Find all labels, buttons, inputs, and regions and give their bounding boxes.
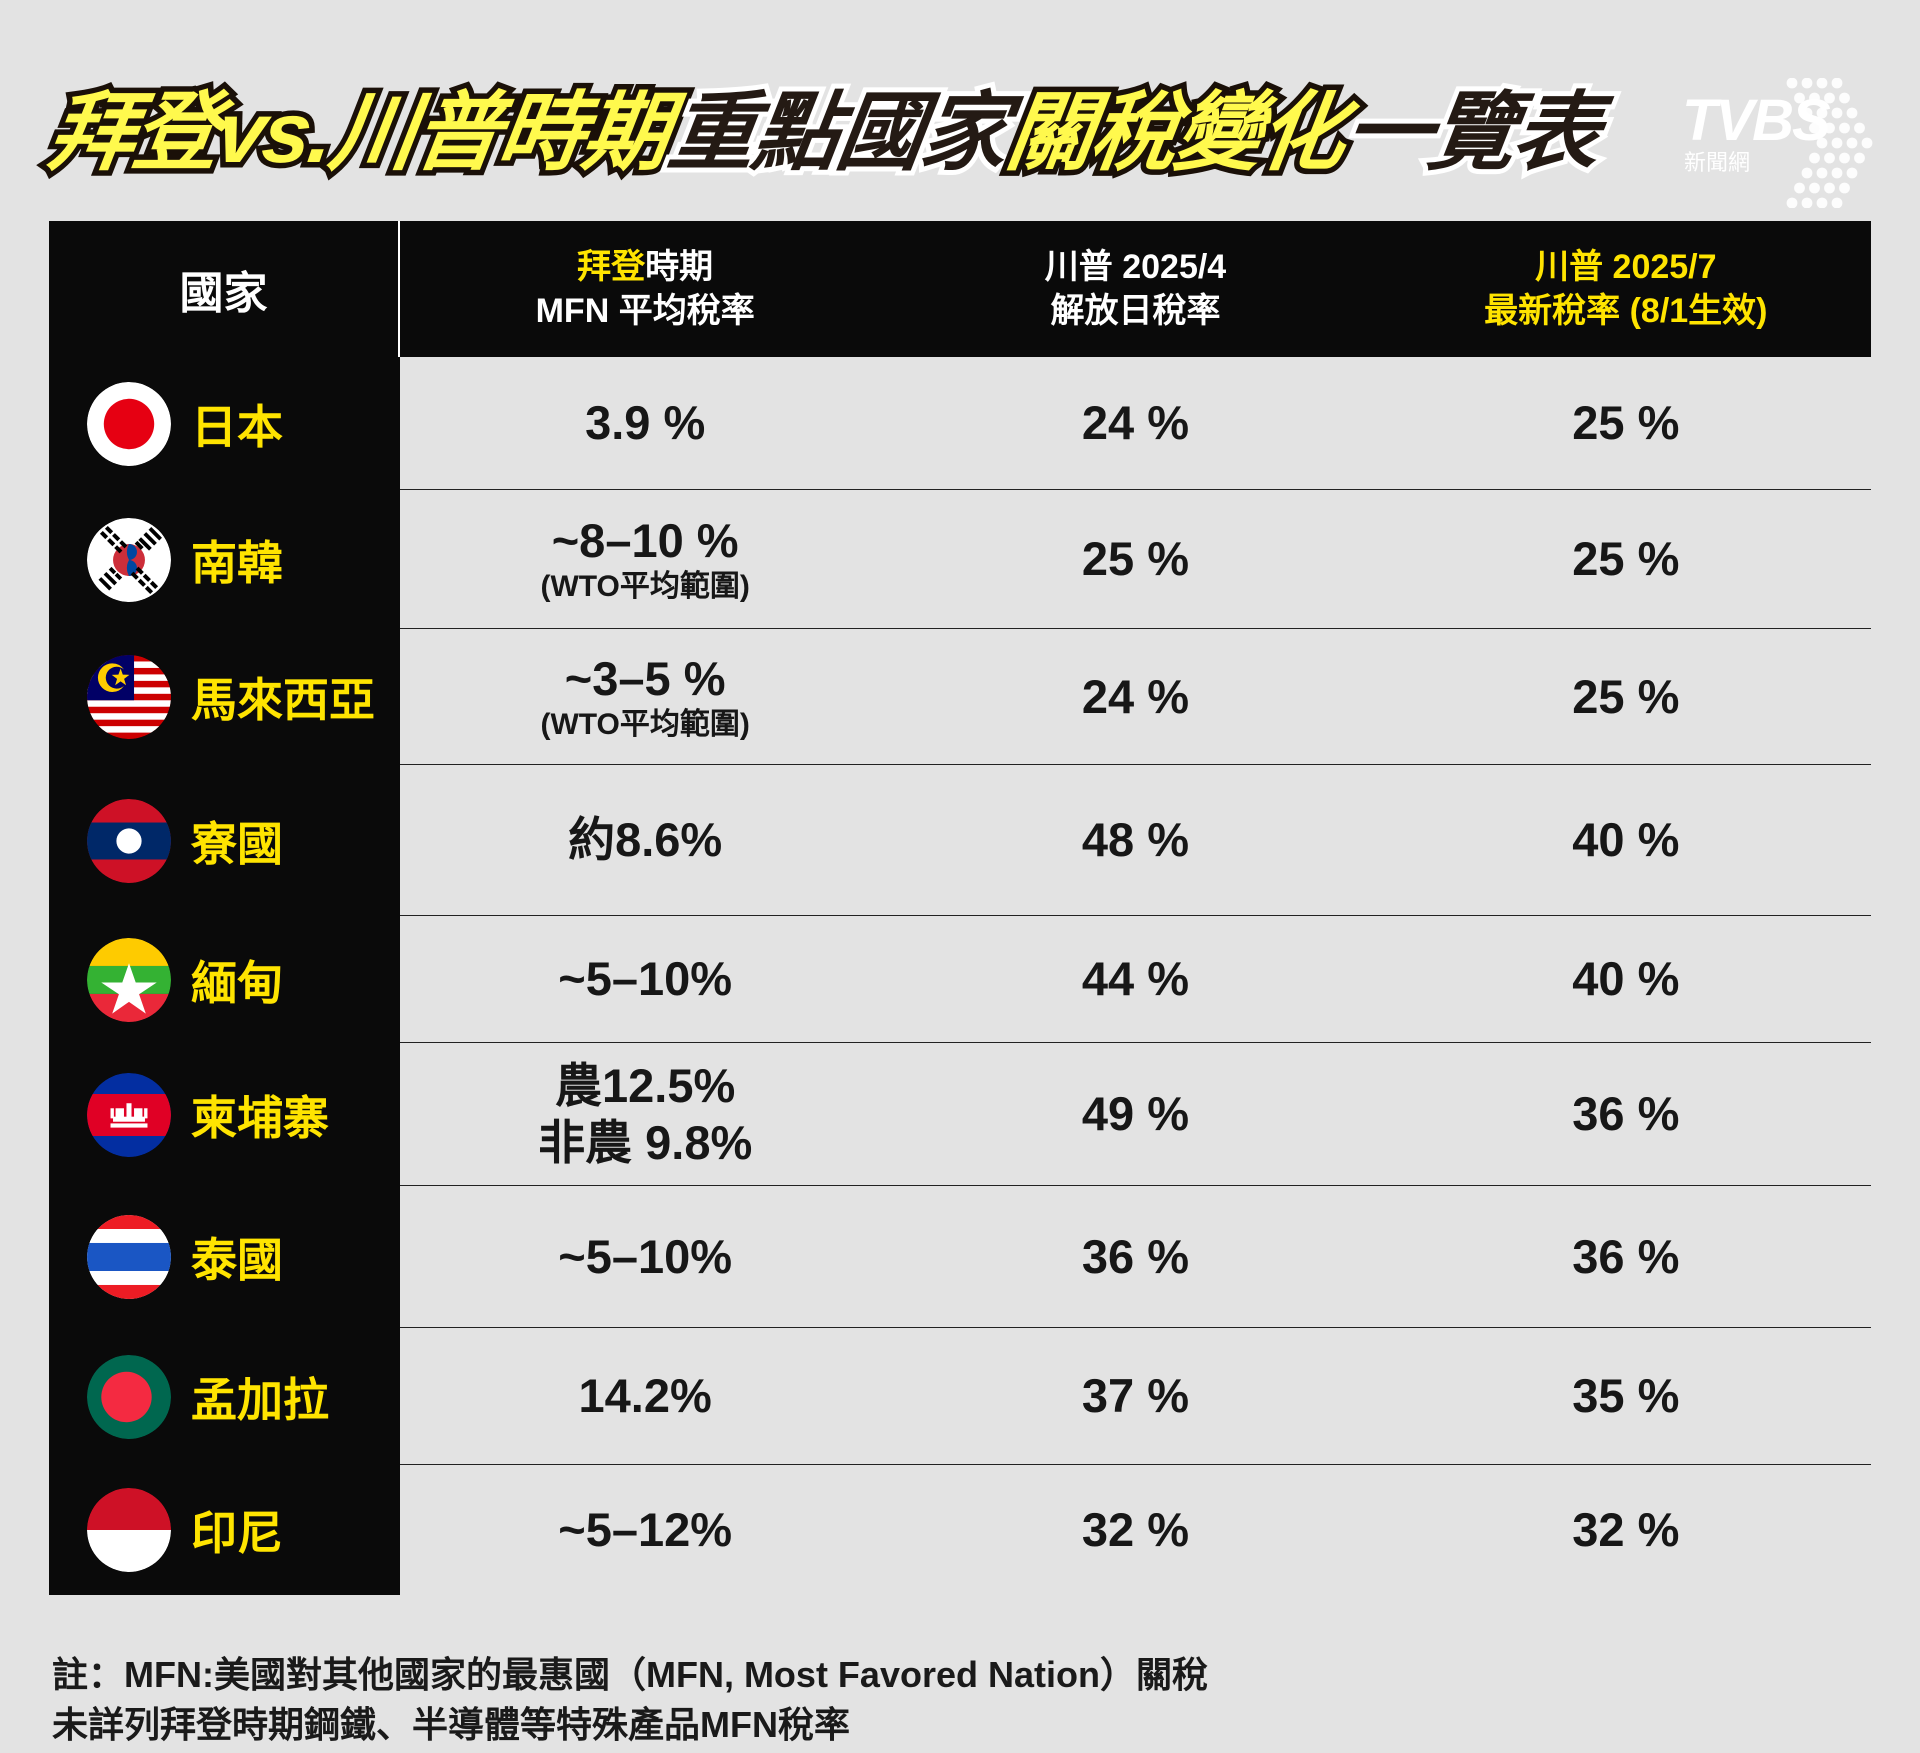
- svg-text:TVBS: TVBS: [1682, 88, 1831, 153]
- svg-text:新聞網: 新聞網: [1684, 150, 1750, 175]
